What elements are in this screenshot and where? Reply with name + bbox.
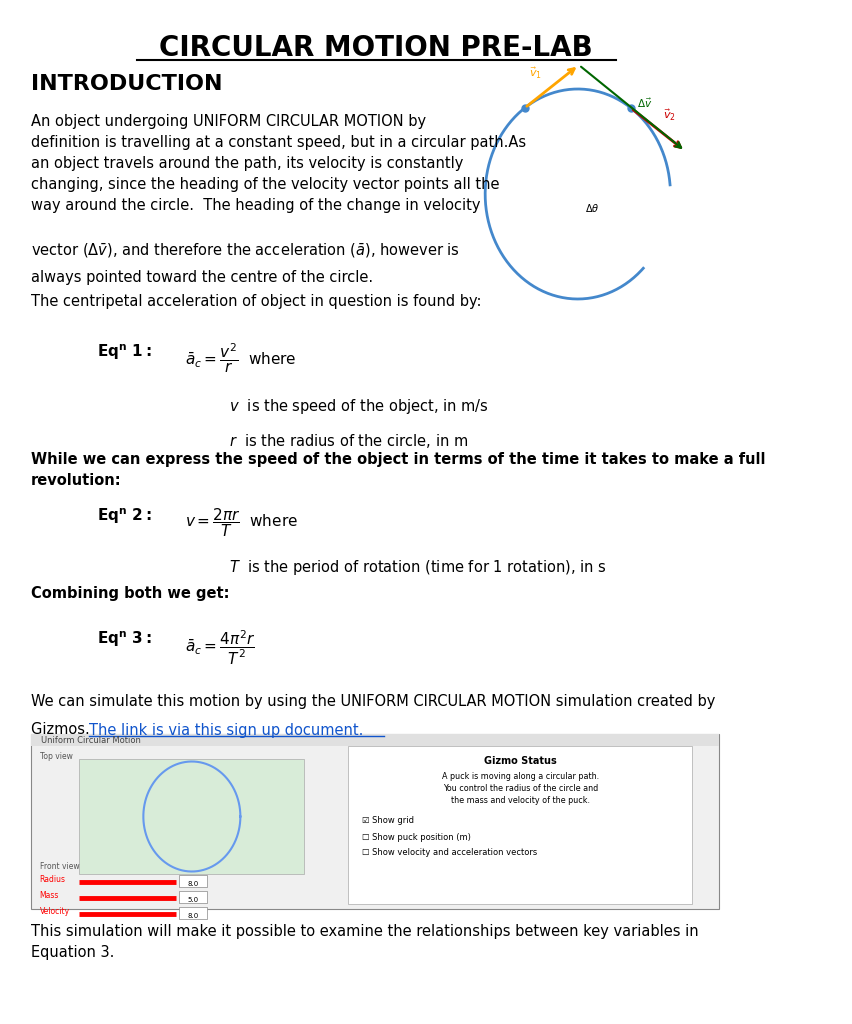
Text: $\bar{a}_c = \dfrac{4\pi^2 r}{T^2}$: $\bar{a}_c = \dfrac{4\pi^2 r}{T^2}$ [185, 629, 256, 668]
Text: ☐ Show velocity and acceleration vectors: ☐ Show velocity and acceleration vectors [361, 848, 536, 857]
Text: 5.0: 5.0 [187, 897, 199, 903]
Text: Gizmo Status: Gizmo Status [483, 756, 556, 766]
Text: Front view: Front view [40, 862, 79, 871]
Text: Combining both we get:: Combining both we get: [31, 586, 229, 601]
Text: Gizmos.: Gizmos. [31, 722, 99, 737]
FancyBboxPatch shape [79, 759, 304, 874]
Text: $r$  is the radius of the circle, in m: $r$ is the radius of the circle, in m [229, 432, 468, 450]
FancyBboxPatch shape [31, 734, 718, 909]
Text: The centripetal acceleration of object in question is found by:: The centripetal acceleration of object i… [31, 294, 481, 309]
Text: We can simulate this motion by using the UNIFORM CIRCULAR MOTION simulation crea: We can simulate this motion by using the… [31, 694, 715, 709]
Text: $\mathbf{Eq^n\ 3:}$: $\mathbf{Eq^n\ 3:}$ [97, 629, 152, 648]
Text: An object undergoing UNIFORM CIRCULAR MOTION by
definition is travelling at a co: An object undergoing UNIFORM CIRCULAR MO… [31, 114, 526, 213]
Text: vector ($\Delta\bar{v}$), and therefore the acceleration ($\bar{a}$), however is: vector ($\Delta\bar{v}$), and therefore … [31, 242, 459, 260]
Text: $v = \dfrac{2\pi r}{T}$  where: $v = \dfrac{2\pi r}{T}$ where [185, 506, 298, 539]
Text: $\mathbf{Eq^n\ 1:}$: $\mathbf{Eq^n\ 1:}$ [97, 342, 152, 361]
Text: $\vec{v}_1$: $\vec{v}_1$ [528, 66, 541, 81]
Text: A puck is moving along a circular path.
You control the radius of the circle and: A puck is moving along a circular path. … [441, 772, 598, 805]
Text: always pointed toward the centre of the circle.: always pointed toward the centre of the … [31, 270, 372, 285]
Text: $\mathbf{Eq^n\ 2:}$: $\mathbf{Eq^n\ 2:}$ [97, 506, 152, 525]
FancyBboxPatch shape [31, 734, 718, 746]
FancyBboxPatch shape [179, 891, 207, 903]
Text: $v$  is the speed of the object, in m/s: $v$ is the speed of the object, in m/s [229, 397, 488, 416]
Text: Mass: Mass [40, 891, 59, 900]
Text: ☐ Show puck position (m): ☐ Show puck position (m) [361, 833, 470, 842]
Text: $\vec{v}_2$: $\vec{v}_2$ [663, 108, 676, 123]
Text: $T$  is the period of rotation (time for 1 rotation), in s: $T$ is the period of rotation (time for … [229, 558, 606, 577]
FancyBboxPatch shape [179, 907, 207, 919]
Text: While we can express the speed of the object in terms of the time it takes to ma: While we can express the speed of the ob… [31, 452, 764, 488]
Text: Radius: Radius [40, 874, 66, 884]
FancyBboxPatch shape [179, 874, 207, 887]
Text: 8.0: 8.0 [187, 913, 199, 919]
Text: $\Delta\theta$: $\Delta\theta$ [584, 202, 599, 214]
Text: This simulation will make it possible to examine the relationships between key v: This simulation will make it possible to… [31, 924, 698, 961]
FancyBboxPatch shape [348, 746, 692, 904]
Text: ☑ Show grid: ☑ Show grid [361, 816, 413, 825]
Text: CIRCULAR MOTION PRE-LAB: CIRCULAR MOTION PRE-LAB [159, 34, 592, 62]
Text: Velocity: Velocity [40, 907, 70, 916]
Text: $\Delta\vec{v}$: $\Delta\vec{v}$ [636, 96, 652, 110]
Text: $\bar{a}_c = \dfrac{v^2}{r}$  where: $\bar{a}_c = \dfrac{v^2}{r}$ where [185, 342, 296, 376]
Text: Uniform Circular Motion: Uniform Circular Motion [42, 736, 141, 745]
Text: INTRODUCTION: INTRODUCTION [31, 74, 222, 94]
Text: The link is via this sign up document.: The link is via this sign up document. [89, 723, 363, 737]
Text: Top view: Top view [40, 752, 72, 761]
Text: 8.0: 8.0 [187, 881, 199, 887]
